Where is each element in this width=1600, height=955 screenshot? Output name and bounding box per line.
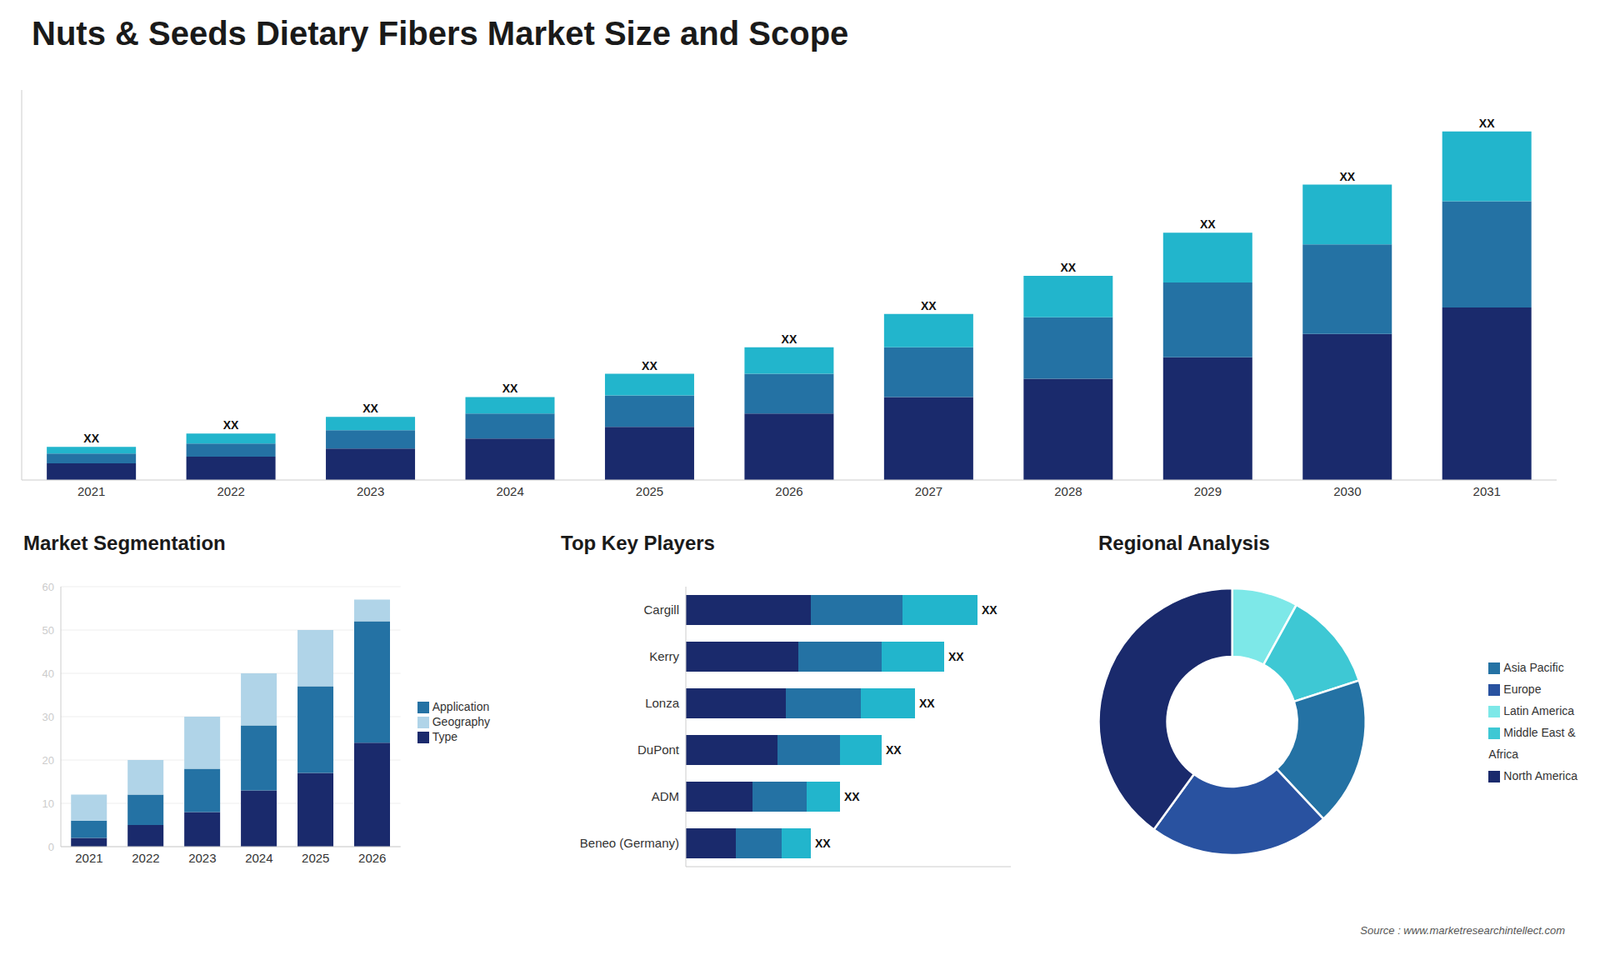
svg-text:XX: XX (223, 418, 240, 432)
svg-text:XX: XX (885, 743, 902, 757)
html-text:Europe: Europe (1503, 682, 1542, 696)
html-text:Geography: Geography (432, 715, 490, 729)
html-text:Asia Pacific: Asia Pacific (1503, 660, 1564, 675)
svg-text:XX: XX (981, 603, 998, 617)
html-text:Middle East & Africa: Middle East & Africa (1488, 725, 1576, 761)
svg-text:50: 50 (42, 624, 55, 637)
svg-text:XX: XX (1200, 217, 1216, 231)
html-text:Top Key Players: Top Key Players (560, 531, 715, 555)
svg-text:XX: XX (1339, 170, 1355, 184)
svg-text:XX: XX (362, 401, 379, 415)
svg-text:ADM: ADM (651, 789, 680, 804)
svg-text:2025: 2025 (635, 484, 664, 499)
html-text:Source : www.marketresearchint: Source : www.marketresearchintellect.com (1360, 924, 1565, 937)
svg-text:2022: 2022 (216, 484, 245, 499)
svg-text:2021: 2021 (75, 850, 103, 865)
svg-text:2021: 2021 (77, 484, 105, 499)
svg-text:2024: 2024 (245, 850, 273, 865)
svg-text:XX: XX (919, 696, 935, 710)
html-text:Nuts & Seeds Dietary Fibers Ma: Nuts & Seeds Dietary Fibers Market Size … (31, 15, 849, 52)
svg-text:Lonza: Lonza (645, 695, 680, 710)
svg-text:2026: 2026 (775, 484, 803, 499)
svg-text:20: 20 (42, 754, 55, 767)
html-text:Type: Type (432, 730, 458, 744)
svg-text:XX: XX (1060, 260, 1076, 275)
html-text:North America: North America (1503, 769, 1578, 783)
svg-text:XX: XX (844, 790, 860, 804)
svg-text:40: 40 (42, 667, 55, 680)
svg-text:10: 10 (42, 797, 55, 810)
svg-text:2029: 2029 (1194, 484, 1222, 499)
svg-text:2023: 2023 (188, 850, 216, 865)
svg-text:2022: 2022 (131, 850, 160, 865)
svg-text:XX: XX (1479, 116, 1495, 130)
html-text:Regional Analysis: Regional Analysis (1098, 531, 1270, 555)
svg-text:XX: XX (948, 650, 965, 664)
svg-text:2028: 2028 (1054, 484, 1082, 499)
svg-text:XX: XX (83, 431, 100, 445)
svg-text:Cargill: Cargill (643, 602, 680, 617)
svg-text:30: 30 (42, 710, 55, 724)
svg-text:XX: XX (920, 299, 937, 313)
html-text:Market Segmentation: Market Segmentation (23, 531, 226, 555)
svg-text:Beneo (Germany): Beneo (Germany) (580, 835, 680, 850)
svg-text:XX: XX (502, 381, 519, 395)
svg-text:2031: 2031 (1473, 484, 1501, 499)
svg-text:2027: 2027 (915, 484, 943, 499)
svg-text:2024: 2024 (495, 484, 524, 499)
svg-text:DuPont: DuPont (637, 742, 680, 757)
svg-text:2030: 2030 (1333, 484, 1361, 499)
html-text:Application: Application (432, 700, 490, 714)
svg-text:2025: 2025 (301, 850, 330, 865)
svg-text:0: 0 (48, 840, 55, 854)
svg-text:XX: XX (641, 359, 658, 373)
svg-text:Kerry: Kerry (649, 649, 680, 664)
html-text:Latin America: Latin America (1503, 704, 1575, 718)
svg-text:60: 60 (42, 580, 55, 594)
svg-text:2023: 2023 (356, 484, 385, 499)
svg-text:XX: XX (815, 836, 831, 850)
svg-text:2026: 2026 (358, 850, 386, 865)
svg-text:XX: XX (781, 332, 798, 346)
